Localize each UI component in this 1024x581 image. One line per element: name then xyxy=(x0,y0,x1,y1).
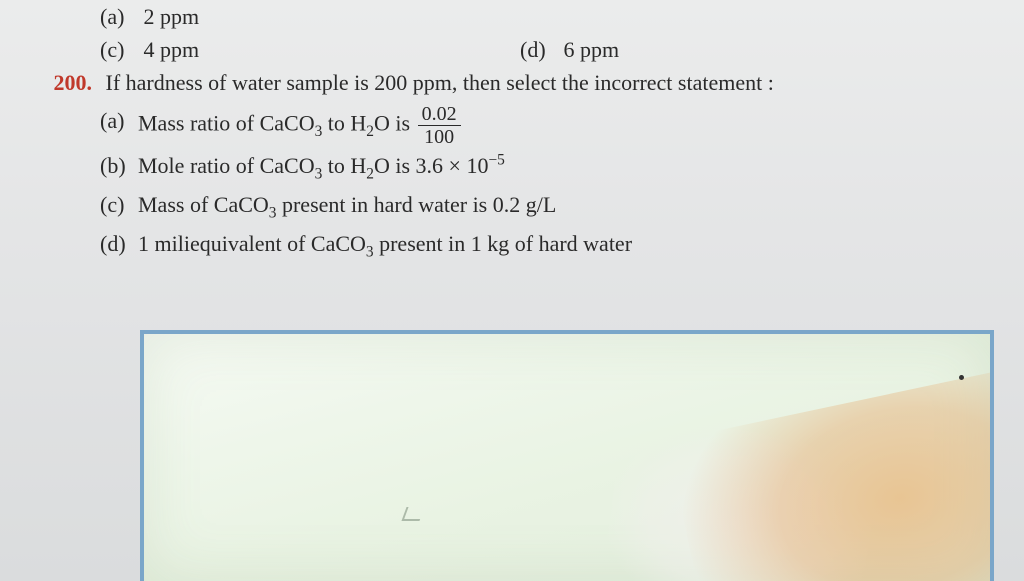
option-c: (c) Mass of CaCO3 present in hard water … xyxy=(100,187,984,226)
option-text-part: Mass ratio of CaCO xyxy=(138,111,315,136)
subscript: 3 xyxy=(366,243,374,260)
option-text-part: O is xyxy=(374,111,416,136)
photo-blur-orange xyxy=(667,366,994,581)
option-text-part: Mass of CaCO xyxy=(138,192,269,217)
option-a: (a) Mass ratio of CaCO3 to H2O is 0.02 1… xyxy=(100,103,984,148)
option-d: (d) 1 miliequivalent of CaCO3 present in… xyxy=(100,226,984,265)
option-label: (a) xyxy=(100,0,138,33)
option-text: 4 ppm xyxy=(144,37,200,62)
option-text-part: O is 3.6 × 10 xyxy=(374,153,488,178)
prev-option-a: (a) 2 ppm xyxy=(100,0,520,33)
stray-dot-icon xyxy=(959,375,964,380)
option-text-part: present in 1 kg of hard water xyxy=(374,231,632,256)
option-label: (d) xyxy=(100,226,138,261)
fraction: 0.02 100 xyxy=(418,103,461,148)
prev-option-c: (c) 4 ppm xyxy=(100,33,520,66)
option-b: (b) Mole ratio of CaCO3 to H2O is 3.6 × … xyxy=(100,148,984,187)
option-text-part: to H xyxy=(322,111,366,136)
option-text-part: present in hard water is 0.2 g/L xyxy=(276,192,556,217)
book-photo-frame xyxy=(140,330,994,581)
prev-option-b xyxy=(520,0,984,33)
fraction-denominator: 100 xyxy=(418,126,461,148)
prev-option-d: (d) 6 ppm xyxy=(520,33,984,66)
page-scan: (a) 2 ppm (c) 4 ppm (d) 6 ppm 200. If ha… xyxy=(0,0,1024,581)
option-text-part: 1 miliequivalent of CaCO xyxy=(138,231,366,256)
prev-option-row-1: (a) 2 ppm xyxy=(100,0,984,33)
stray-mark-icon xyxy=(401,507,424,521)
fraction-numerator: 0.02 xyxy=(418,103,461,126)
option-label: (d) xyxy=(520,33,558,66)
option-text: 2 ppm xyxy=(144,4,200,29)
subscript: 2 xyxy=(366,165,374,182)
option-text: 6 ppm xyxy=(564,37,620,62)
option-text-part: Mole ratio of CaCO xyxy=(138,153,315,178)
superscript: −5 xyxy=(488,152,504,169)
question-text: If hardness of water sample is 200 ppm, … xyxy=(106,70,774,95)
option-label: (a) xyxy=(100,103,138,138)
question-number: 200. xyxy=(44,66,100,99)
option-text-part: to H xyxy=(322,153,366,178)
prev-option-row-2: (c) 4 ppm (d) 6 ppm xyxy=(100,33,984,66)
option-label: (b) xyxy=(100,148,138,183)
question-line: 200. If hardness of water sample is 200 … xyxy=(100,66,984,99)
option-label: (c) xyxy=(100,33,138,66)
subscript: 2 xyxy=(366,123,374,140)
option-label: (c) xyxy=(100,187,138,222)
